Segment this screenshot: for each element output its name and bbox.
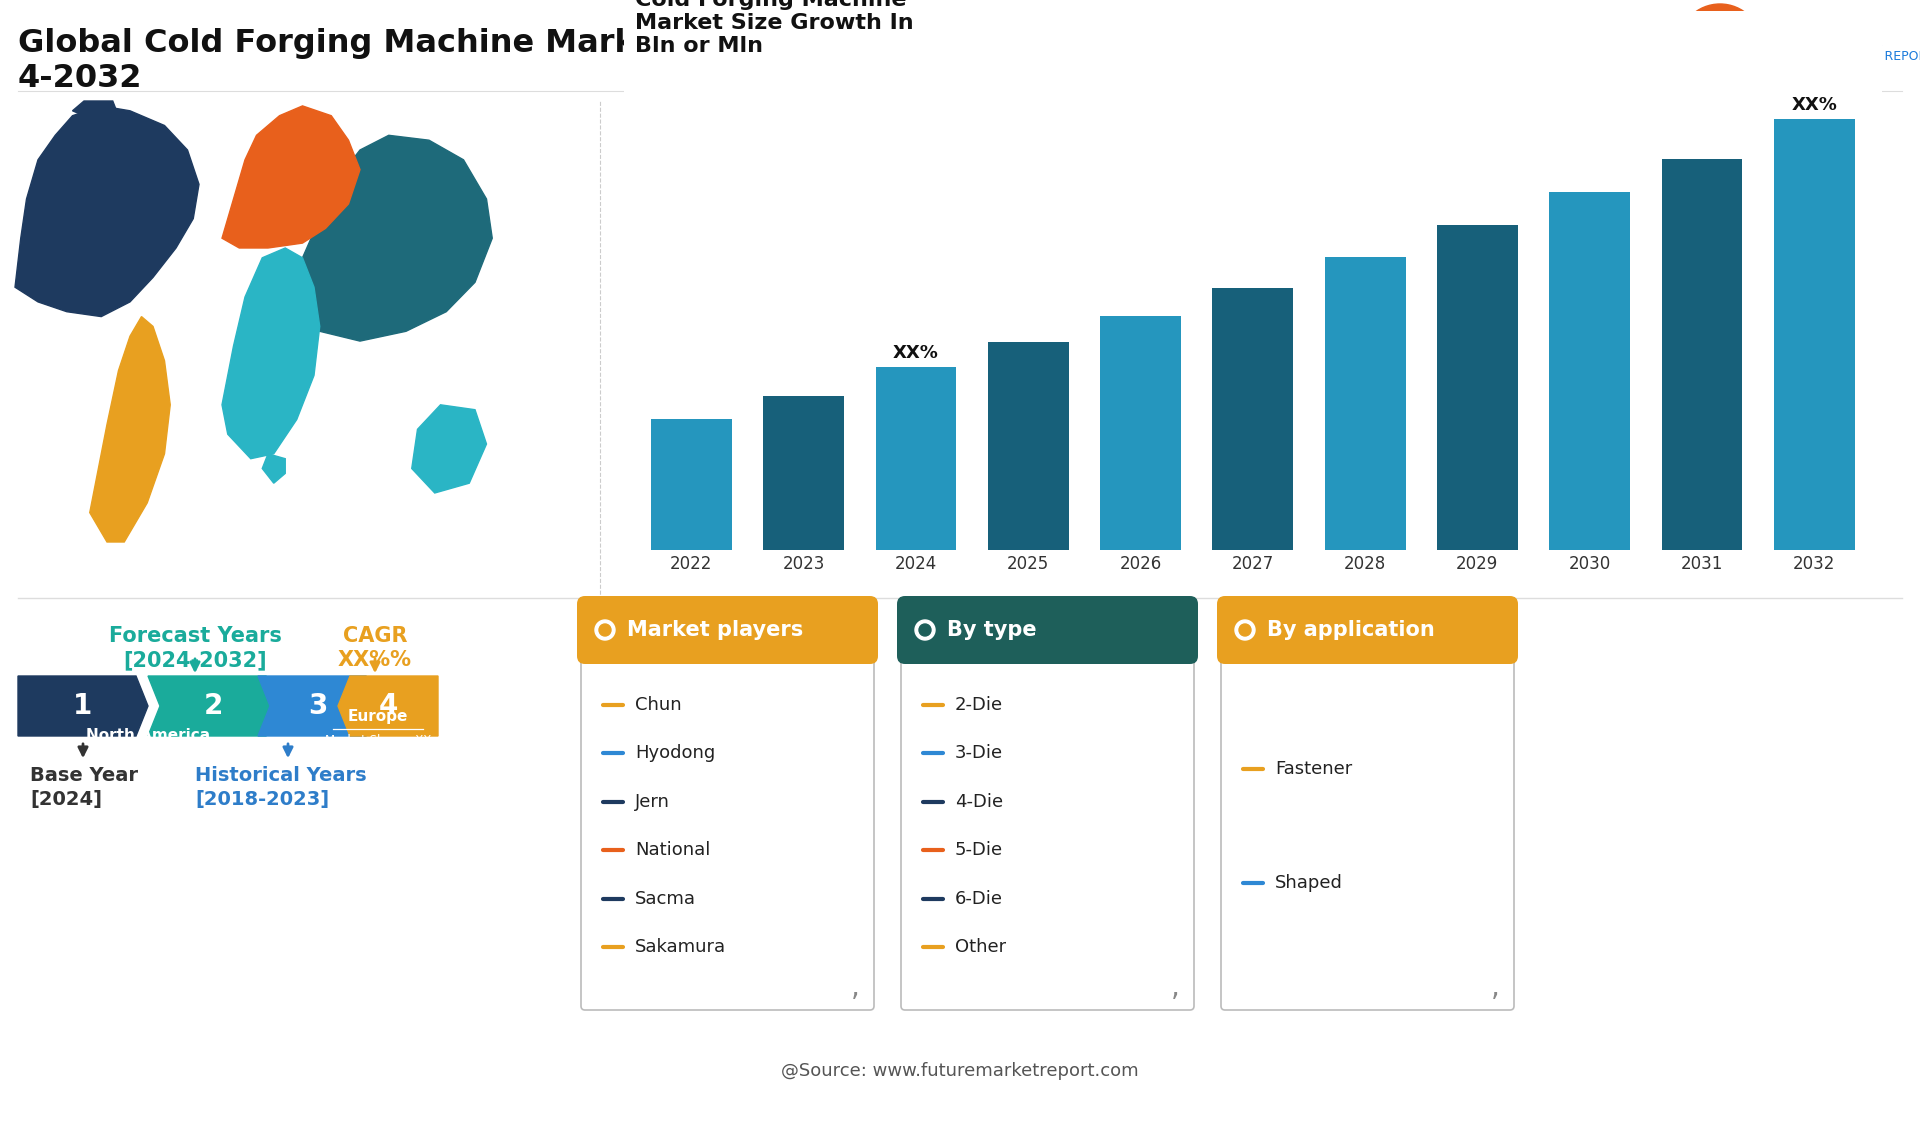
Circle shape	[599, 625, 611, 636]
Text: Hyodong: Hyodong	[636, 744, 716, 762]
Polygon shape	[148, 676, 278, 736]
Text: 2-Die: 2-Die	[954, 696, 1002, 714]
Text: ,: ,	[1171, 974, 1179, 1002]
Polygon shape	[223, 105, 361, 248]
Text: South America: South America	[132, 890, 257, 905]
Text: 4-2032: 4-2032	[17, 63, 142, 94]
Polygon shape	[15, 105, 200, 316]
Polygon shape	[263, 454, 286, 484]
Text: Chun: Chun	[636, 696, 682, 714]
Text: @Source: www.futuremarketreport.com: @Source: www.futuremarketreport.com	[781, 1062, 1139, 1080]
Text: CAGR: XX: CAGR: XX	[119, 767, 177, 779]
Text: Cold Forging Machine
Market Size Growth In
Bln or Mln: Cold Forging Machine Market Size Growth …	[636, 0, 914, 56]
FancyBboxPatch shape	[900, 654, 1194, 1010]
Text: XX%: XX%	[893, 344, 939, 362]
Text: Fastener: Fastener	[1275, 760, 1352, 778]
Text: 2: 2	[204, 692, 223, 720]
Bar	[1661, 159, 1741, 550]
Text: Shaped: Shaped	[1275, 873, 1342, 892]
Polygon shape	[90, 316, 171, 542]
Bar	[651, 419, 732, 550]
Bar	[987, 342, 1069, 550]
Text: By application: By application	[1267, 620, 1434, 639]
Text: FUTURE MARKET REPORT: FUTURE MARKET REPORT	[1774, 49, 1920, 63]
Polygon shape	[411, 405, 486, 493]
Text: Forecast Years: Forecast Years	[109, 626, 282, 646]
Text: CAGR: XX: CAGR: XX	[447, 816, 505, 830]
Text: 4: 4	[378, 692, 397, 720]
Text: Other: Other	[954, 939, 1006, 957]
Text: CAGR: XX: CAGR: XX	[332, 841, 388, 855]
FancyBboxPatch shape	[578, 596, 877, 664]
Text: [2024-2032]: [2024-2032]	[123, 650, 267, 670]
FancyBboxPatch shape	[897, 596, 1198, 664]
Text: XX%%: XX%%	[338, 650, 413, 670]
Bar	[1100, 316, 1181, 550]
Text: Market Share : XX: Market Share : XX	[422, 803, 530, 816]
Text: XX%: XX%	[1791, 95, 1837, 113]
Circle shape	[916, 620, 935, 639]
Polygon shape	[73, 101, 119, 120]
Text: Sakamura: Sakamura	[636, 939, 726, 957]
Text: MEA: MEA	[342, 803, 378, 818]
Text: Market Share : XX: Market Share : XX	[324, 733, 432, 746]
Text: CAGR: XX: CAGR: XX	[167, 928, 223, 942]
Text: North America: North America	[86, 729, 209, 744]
Text: CAGR: XX: CAGR: XX	[349, 746, 407, 760]
Text: By type: By type	[947, 620, 1037, 639]
Circle shape	[920, 625, 931, 636]
Text: ,: ,	[1490, 974, 1500, 1002]
Bar	[876, 368, 956, 550]
Text: Market Share : XX: Market Share : XX	[142, 916, 248, 928]
Text: Market Share : XX: Market Share : XX	[307, 829, 413, 841]
Text: 4-Die: 4-Die	[954, 793, 1002, 810]
Bar	[1325, 258, 1405, 550]
Text: 1: 1	[73, 692, 92, 720]
Text: Base Year: Base Year	[31, 766, 138, 785]
Polygon shape	[292, 135, 492, 342]
Text: CAGR: CAGR	[344, 626, 407, 646]
Text: 3-Die: 3-Die	[954, 744, 1002, 762]
Bar	[1436, 225, 1519, 550]
Text: 6-Die: 6-Die	[954, 889, 1002, 908]
Text: [2024]: [2024]	[31, 790, 102, 809]
Polygon shape	[223, 248, 321, 458]
Text: Market players: Market players	[628, 620, 803, 639]
FancyBboxPatch shape	[1217, 596, 1519, 664]
Text: ⚙: ⚙	[1707, 32, 1732, 60]
Text: National: National	[636, 841, 710, 860]
Bar	[1774, 119, 1855, 550]
FancyBboxPatch shape	[582, 654, 874, 1010]
Circle shape	[595, 620, 614, 639]
Text: Historical Years: Historical Years	[196, 766, 367, 785]
Polygon shape	[17, 676, 148, 736]
Circle shape	[1678, 3, 1763, 88]
Bar	[1549, 191, 1630, 550]
Text: Market Share : XX: Market Share : XX	[94, 754, 202, 767]
Circle shape	[1690, 16, 1749, 76]
Text: ,: ,	[851, 974, 860, 1002]
Text: Sacma: Sacma	[636, 889, 695, 908]
Polygon shape	[338, 676, 438, 736]
Text: [2018-2023]: [2018-2023]	[196, 790, 328, 809]
Text: Global Cold Forging Machine Market Size and Growth | CAGR Forecast 202: Global Cold Forging Machine Market Size …	[17, 28, 1356, 60]
Text: Europe: Europe	[348, 708, 409, 723]
Bar	[764, 395, 845, 550]
Text: FMR: FMR	[1774, 11, 1884, 55]
Circle shape	[1235, 620, 1256, 639]
FancyBboxPatch shape	[1221, 654, 1515, 1010]
Circle shape	[1238, 625, 1252, 636]
Text: Jern: Jern	[636, 793, 670, 810]
Bar	[1212, 288, 1294, 550]
Text: Asia Pacific: Asia Pacific	[428, 778, 524, 793]
Text: 3: 3	[309, 692, 328, 720]
Text: 5-Die: 5-Die	[954, 841, 1002, 860]
Polygon shape	[257, 676, 378, 736]
